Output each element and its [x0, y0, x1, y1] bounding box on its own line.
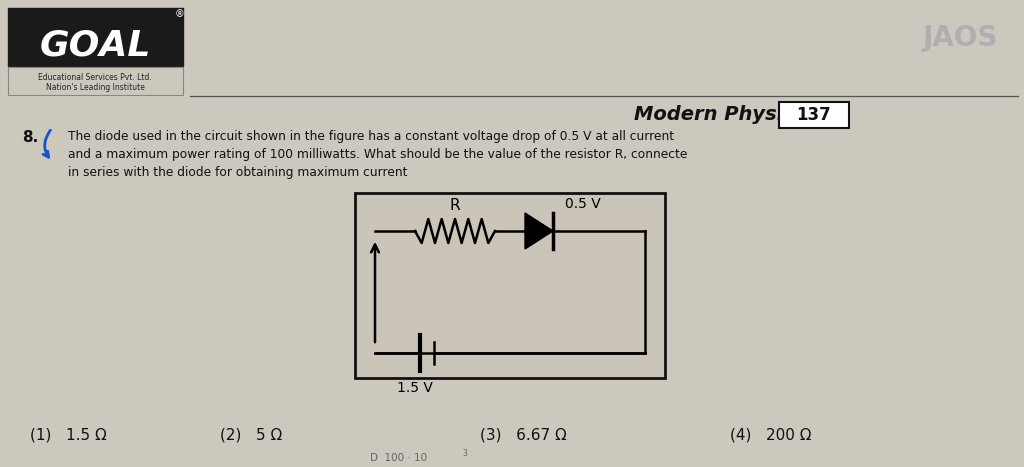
- Text: 1.5 V: 1.5 V: [397, 381, 433, 395]
- Text: The diode used in the circuit shown in the figure has a constant voltage drop of: The diode used in the circuit shown in t…: [68, 130, 674, 143]
- Bar: [8, 67, 183, 95]
- Text: (3)   6.67 Ω: (3) 6.67 Ω: [480, 427, 566, 443]
- Polygon shape: [525, 213, 553, 249]
- Text: Nation's Leading Institute: Nation's Leading Institute: [45, 84, 144, 92]
- FancyBboxPatch shape: [779, 102, 849, 128]
- Text: (1)   1.5 Ω: (1) 1.5 Ω: [30, 427, 106, 443]
- Text: JAOS: JAOS: [923, 24, 997, 52]
- Text: in series with the diode for obtaining maximum current: in series with the diode for obtaining m…: [68, 166, 408, 179]
- Text: and a maximum power rating of 100 milliwatts. What should be the value of the re: and a maximum power rating of 100 milliw…: [68, 148, 687, 161]
- Text: 3: 3: [462, 450, 467, 459]
- Text: Modern Physics: Modern Physics: [634, 106, 806, 125]
- Bar: [355, 193, 665, 378]
- Text: (2)   5 Ω: (2) 5 Ω: [220, 427, 283, 443]
- Text: D  100 · 10: D 100 · 10: [370, 453, 427, 463]
- Text: 0.5 V: 0.5 V: [565, 197, 601, 211]
- Bar: [8, 8, 183, 66]
- Text: ®: ®: [175, 9, 185, 19]
- Text: (4)   200 Ω: (4) 200 Ω: [730, 427, 811, 443]
- Text: 8.: 8.: [22, 130, 38, 146]
- Text: 137: 137: [797, 106, 831, 124]
- Text: GOAL: GOAL: [39, 28, 151, 62]
- Text: R: R: [450, 198, 461, 213]
- Text: Educational Services Pvt. Ltd.: Educational Services Pvt. Ltd.: [38, 72, 152, 82]
